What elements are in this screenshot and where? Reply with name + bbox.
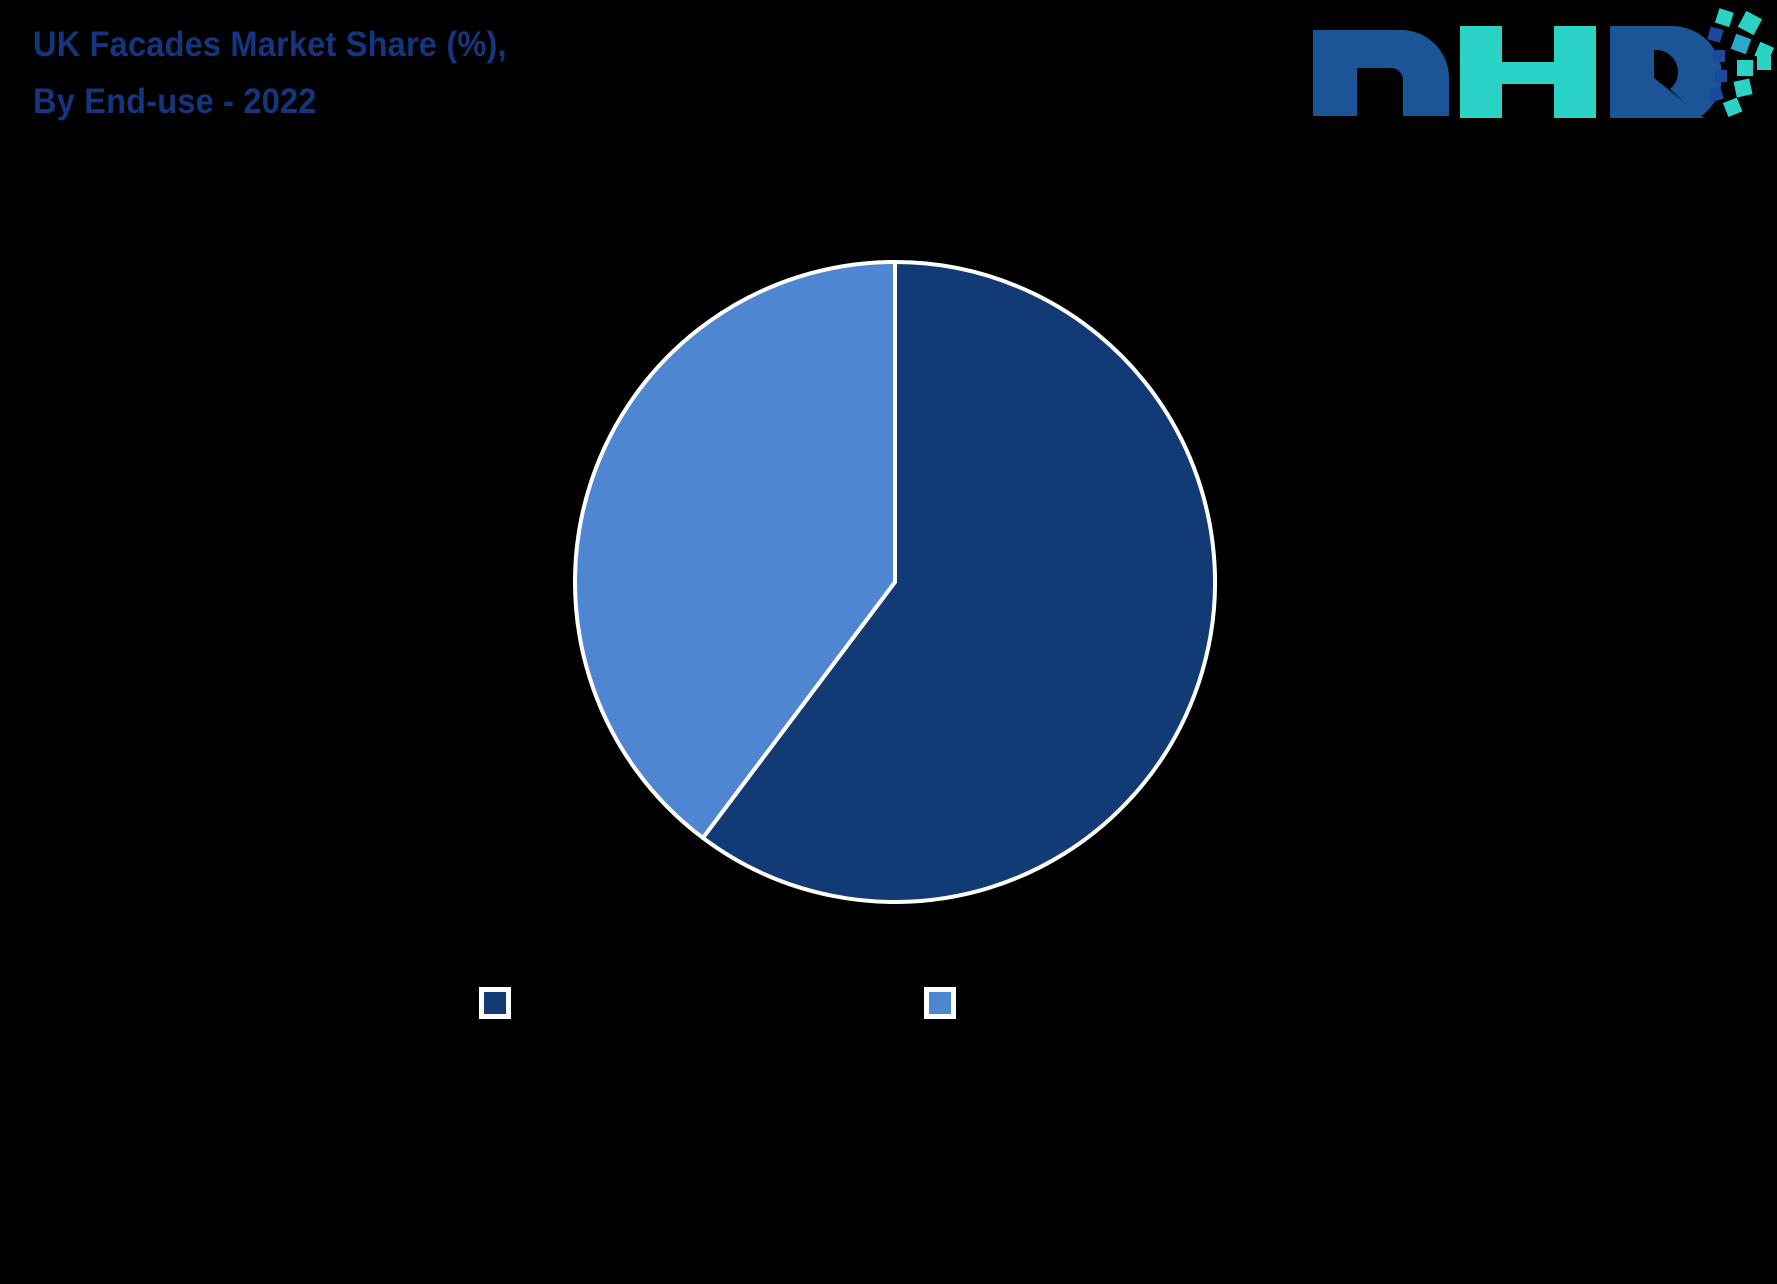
brand-logo-dhr xyxy=(1305,4,1775,120)
legend-item-residential[interactable]: Residential xyxy=(924,986,1103,1020)
page-title: UK Facades Market Share (%), By End-use … xyxy=(33,25,507,122)
pie-slice-group xyxy=(573,260,1218,904)
legend-item-commercial[interactable]: Commercial xyxy=(479,986,668,1020)
legend-swatch-commercial xyxy=(479,987,511,1019)
dhr-logo-icon xyxy=(1313,8,1775,118)
legend-swatch-residential xyxy=(924,987,956,1019)
logo-dots-icon xyxy=(1707,8,1775,118)
logo-letter-d-icon xyxy=(1313,30,1449,116)
logo-letter-h-icon xyxy=(1460,26,1596,118)
logo-letter-r-icon xyxy=(1610,26,1722,118)
legend-label-commercial: Commercial xyxy=(525,988,669,1017)
legend-label-residential: Residential xyxy=(970,988,1104,1017)
pie-slice-commercial[interactable] xyxy=(700,260,1218,904)
chart-legend: Commercial Residential xyxy=(0,986,1777,1026)
pie-slice-residential[interactable] xyxy=(573,260,897,840)
